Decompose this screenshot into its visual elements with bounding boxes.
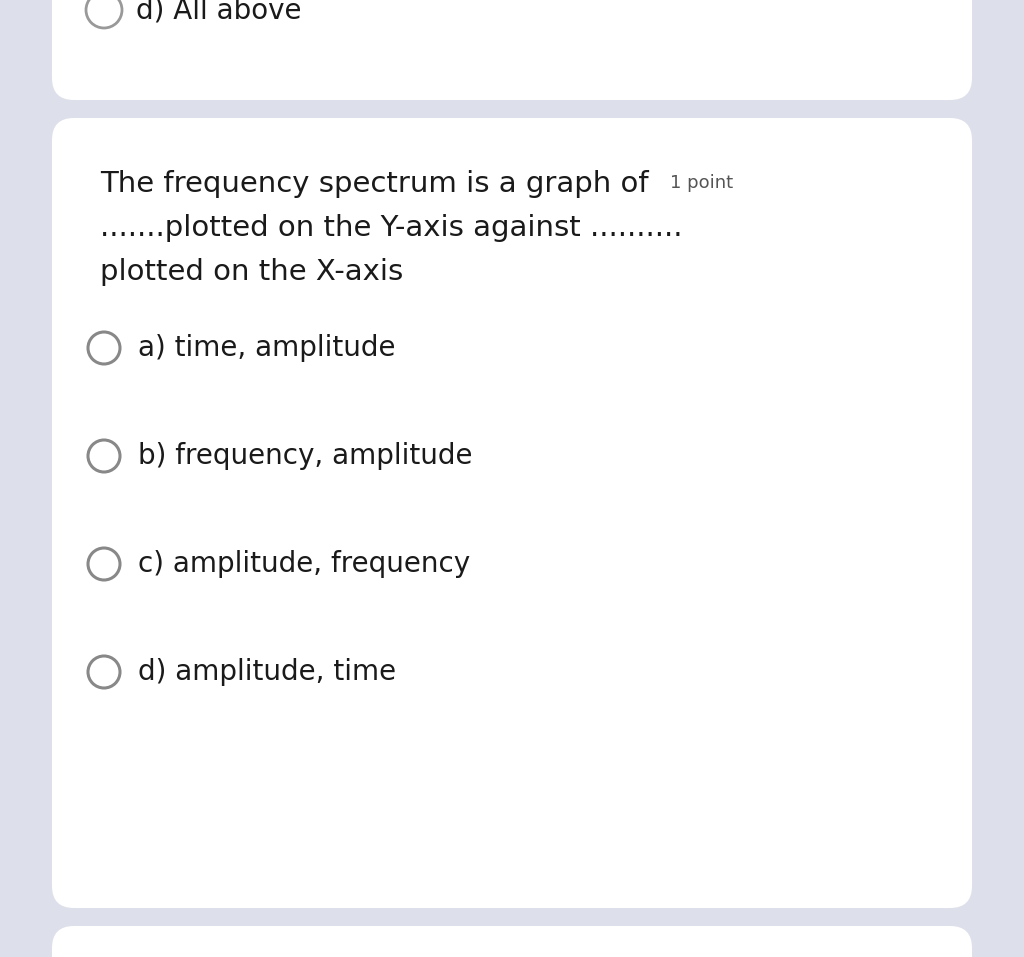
Text: plotted on the X-axis: plotted on the X-axis (100, 258, 403, 286)
FancyBboxPatch shape (52, 0, 972, 100)
Text: 1 point: 1 point (670, 174, 733, 192)
Circle shape (88, 332, 120, 364)
Text: b) frequency, amplitude: b) frequency, amplitude (138, 442, 472, 470)
Text: d) amplitude, time: d) amplitude, time (138, 658, 396, 686)
Circle shape (88, 548, 120, 580)
Text: .......plotted on the Y-axis against ..........: .......plotted on the Y-axis against ...… (100, 214, 683, 242)
Text: c) amplitude, frequency: c) amplitude, frequency (138, 550, 470, 578)
Text: d) All above: d) All above (136, 0, 301, 24)
Text: The frequency spectrum is a graph of: The frequency spectrum is a graph of (100, 170, 648, 198)
FancyBboxPatch shape (52, 926, 972, 957)
Text: a) time, amplitude: a) time, amplitude (138, 334, 395, 362)
FancyBboxPatch shape (52, 118, 972, 908)
Circle shape (88, 440, 120, 472)
Circle shape (86, 0, 122, 28)
Circle shape (88, 656, 120, 688)
